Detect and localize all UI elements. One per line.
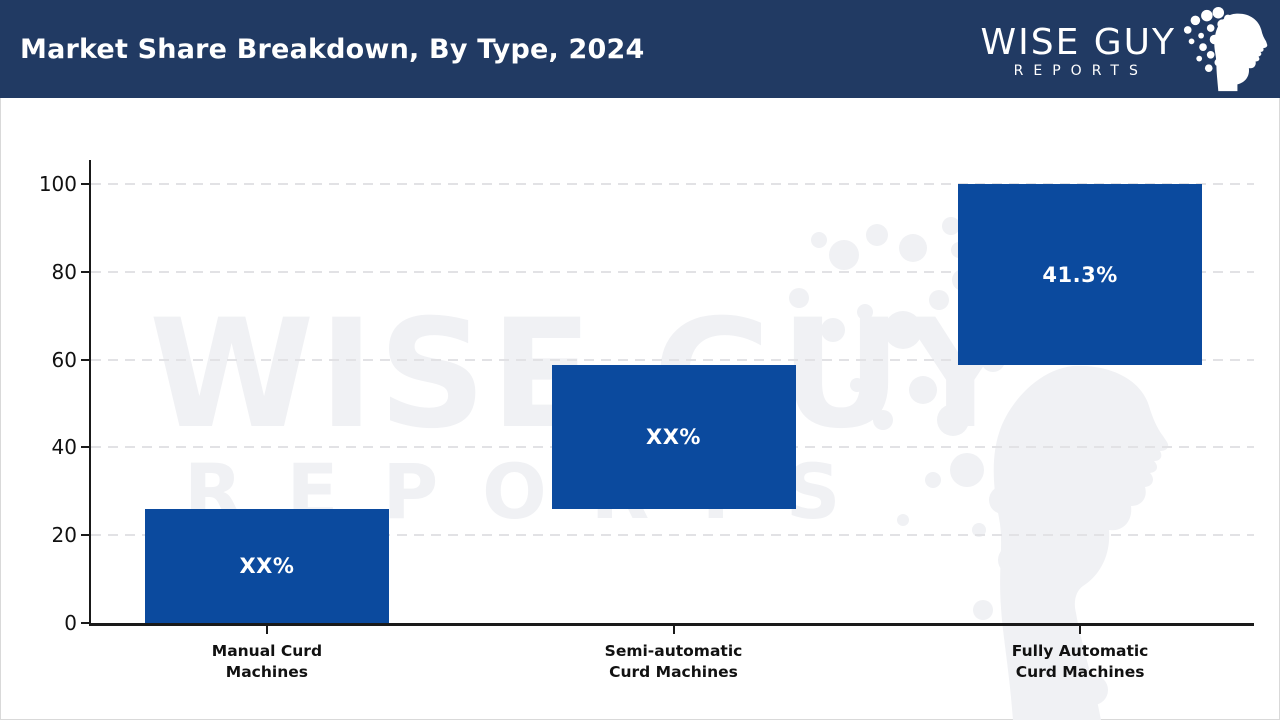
category-label-line: Machines bbox=[225, 663, 308, 681]
gridline bbox=[91, 534, 1254, 537]
logo-sub-text: REPORTS bbox=[1013, 62, 1148, 79]
y-axis-label: 100 bbox=[38, 172, 77, 196]
bar-value-label: XX% bbox=[239, 553, 295, 578]
bar-value-label: 41.3% bbox=[1042, 262, 1118, 287]
category-label: Manual Curd Machines bbox=[97, 641, 437, 683]
x-axis-tick bbox=[265, 626, 268, 634]
logo-wordmark: WISE GUY REPORTS bbox=[981, 22, 1177, 79]
logo-name-text: WISE GUY bbox=[980, 21, 1176, 63]
y-axis-tick bbox=[81, 534, 89, 537]
gridline bbox=[91, 183, 1254, 185]
y-axis-tick bbox=[81, 622, 89, 624]
bar-1: XX% bbox=[551, 365, 796, 509]
bar-value-label: XX% bbox=[646, 425, 701, 450]
logo-head-icon bbox=[1183, 7, 1268, 92]
category-label-line: Curd Machines bbox=[609, 663, 738, 681]
x-axis-tick bbox=[1079, 626, 1082, 634]
bar-2: 41.3% bbox=[958, 184, 1203, 366]
bar-0: XX% bbox=[144, 508, 389, 623]
header: Market Share Breakdown, By Type, 2024 WI… bbox=[0, 0, 1280, 98]
y-axis-tick bbox=[81, 358, 89, 361]
y-axis-tick bbox=[81, 446, 89, 449]
y-axis-label: 0 bbox=[64, 611, 77, 635]
page-title: Market Share Breakdown, By Type, 2024 bbox=[20, 33, 645, 65]
x-axis-tick bbox=[672, 626, 675, 634]
category-label-line: Semi-automatic bbox=[604, 642, 743, 660]
chart-canvas: WISE GUY REPORTS 0 20 40 60 80 100 XX% Manual C… bbox=[0, 98, 1280, 720]
y-axis-label: 20 bbox=[51, 523, 77, 548]
y-axis-label: 60 bbox=[51, 347, 77, 372]
category-label-line: Curd Machines bbox=[1015, 663, 1145, 681]
brand-logo: WISE GUY REPORTS bbox=[981, 6, 1269, 94]
y-axis-tick bbox=[81, 183, 89, 185]
category-label-line: Fully Automatic bbox=[1011, 642, 1149, 660]
category-label: Fully Automatic Curd Machines bbox=[910, 641, 1250, 683]
y-axis-label: 40 bbox=[51, 435, 77, 460]
category-label: Semi-automatic Curd Machines bbox=[504, 641, 844, 683]
y-axis-tick bbox=[81, 270, 89, 273]
plot-area: 0 20 40 60 80 100 XX% Manual Curd Machines XX% Sem… bbox=[39, 160, 1254, 681]
gridline bbox=[91, 358, 1254, 361]
category-label-line: Manual Curd bbox=[211, 642, 323, 660]
gridline bbox=[91, 270, 1254, 273]
y-axis-label: 80 bbox=[51, 259, 77, 284]
